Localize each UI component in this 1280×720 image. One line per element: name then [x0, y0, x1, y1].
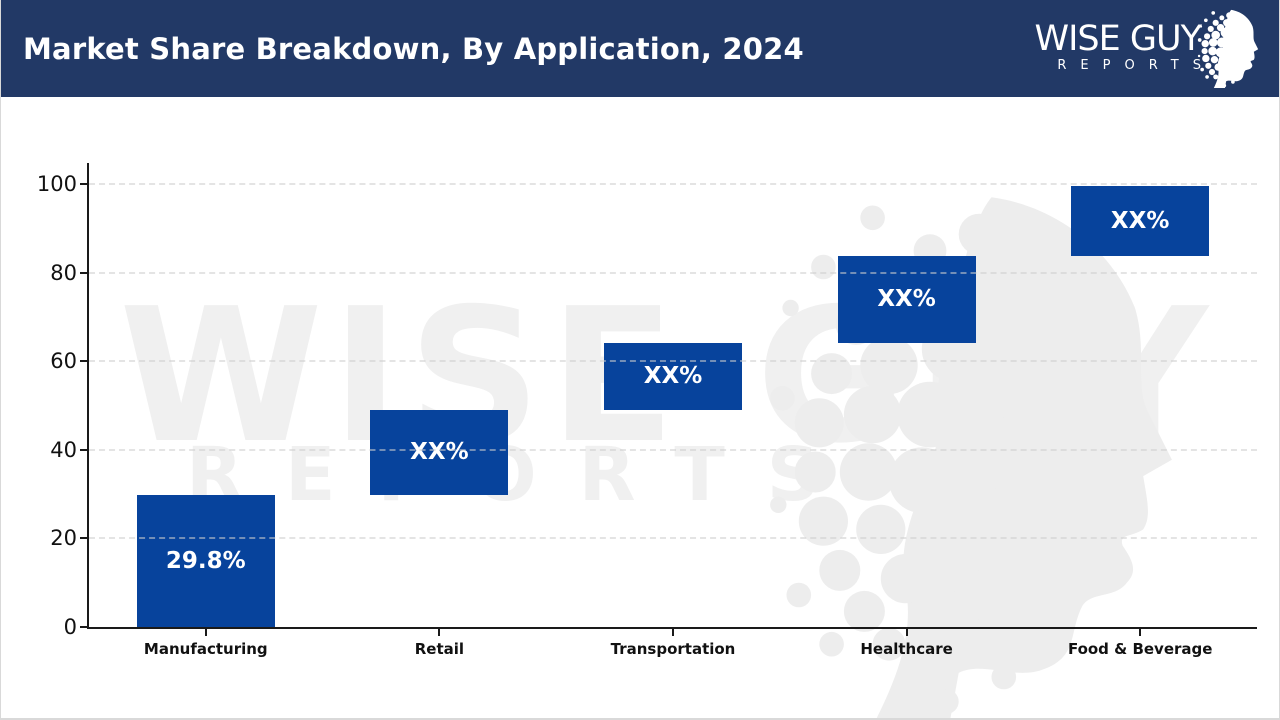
gridline-40	[89, 448, 1257, 451]
y-tick-mark-0	[80, 626, 88, 628]
gridline-100	[89, 183, 1257, 185]
bar-value-label-transportation: XX%	[643, 363, 703, 390]
x-tick-mark-manufacturing	[204, 628, 207, 636]
x-tick-mark-healthcare	[905, 628, 908, 636]
x-category-label-manufacturing: Manufacturing	[143, 640, 268, 658]
header-band: Market Share Breakdown, By Application, …	[1, 0, 1279, 97]
x-tick-mark-transportation	[672, 628, 674, 636]
logo-subtitle: REPORTS	[1057, 58, 1215, 73]
bar-value-label-manufacturing: 29.8%	[165, 547, 246, 574]
bar-value-label-healthcare: XX%	[877, 286, 936, 313]
wiseguy-face-icon	[1196, 8, 1260, 88]
bar-manufacturing: 29.8%	[136, 494, 275, 627]
y-tick-mark-80	[80, 271, 88, 274]
y-tick-label-20: 20	[50, 526, 77, 551]
wiseguy-logo: WISE GUY REPORTS	[1021, 0, 1271, 97]
y-tick-mark-20	[80, 537, 88, 540]
y-tick-label-40: 40	[50, 437, 77, 462]
watermark-subtitle: REPORTS	[186, 432, 863, 518]
y-tick-label-100: 100	[36, 172, 77, 196]
x-category-label-healthcare: Healthcare	[860, 640, 953, 658]
y-tick-mark-40	[80, 448, 88, 451]
gridline-20	[89, 537, 1257, 540]
bar-food-beverage: XX%	[1071, 186, 1210, 257]
logo-text: WISE GUY REPORTS	[1034, 19, 1202, 74]
x-tick-mark-food-beverage	[1139, 628, 1142, 636]
x-category-label-retail: Retail	[414, 640, 465, 658]
bar-value-label-retail: XX%	[410, 439, 469, 466]
bar-retail: XX%	[370, 409, 509, 495]
y-tick-label-80: 80	[50, 260, 77, 285]
bar-transportation: XX%	[604, 342, 742, 410]
gridline-80	[89, 271, 1257, 274]
x-category-label-transportation: Transportation	[610, 640, 736, 658]
y-tick-mark-60	[80, 360, 88, 363]
bar-healthcare: XX%	[837, 256, 976, 343]
y-axis-line	[87, 163, 89, 629]
x-category-label-food-beverage: Food & Beverage	[1067, 640, 1213, 658]
y-tick-mark-100	[80, 183, 88, 185]
y-tick-label-0: 0	[63, 615, 77, 639]
gridline-60	[89, 360, 1257, 363]
y-tick-label-60: 60	[50, 349, 77, 374]
page-title: Market Share Breakdown, By Application, …	[23, 31, 804, 66]
bar-value-label-food-beverage: XX%	[1110, 208, 1170, 235]
x-tick-mark-retail	[438, 628, 441, 636]
logo-wordmark: WISE GUY	[1034, 19, 1202, 59]
